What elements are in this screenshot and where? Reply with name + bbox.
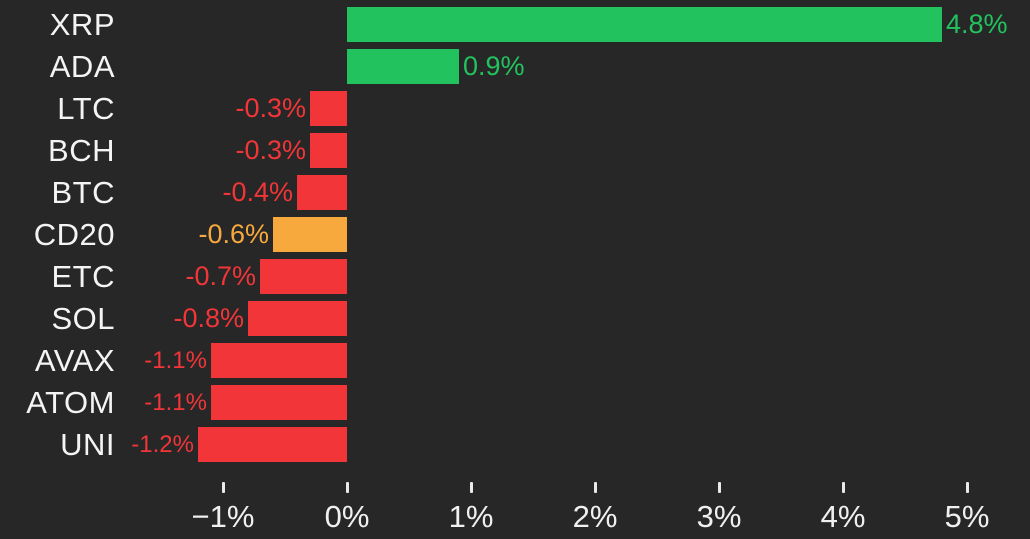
value-label: -0.3% [235, 135, 306, 165]
category-label: XRP [49, 7, 115, 42]
category-label: SOL [51, 301, 115, 336]
value-label: -0.8% [173, 303, 244, 333]
value-label: -0.6% [198, 219, 269, 249]
axis-tick-label: 2% [572, 499, 618, 534]
axis-tick-mark [718, 482, 721, 493]
axis-tick-mark [346, 482, 349, 493]
bar [347, 7, 942, 42]
axis-tick-label: 5% [944, 499, 990, 534]
axis-tick-mark [842, 482, 845, 493]
bar [198, 427, 347, 462]
axis-tick-label: 3% [696, 499, 742, 534]
category-label: UNI [60, 427, 115, 462]
axis-tick-mark [470, 482, 473, 493]
value-label: -1.2% [131, 431, 194, 458]
axis-tick-label: 4% [820, 499, 866, 534]
axis-tick-mark [594, 482, 597, 493]
category-label: ATOM [26, 385, 115, 420]
category-label: AVAX [34, 343, 115, 378]
bar [248, 301, 347, 336]
value-label: 4.8% [946, 9, 1008, 39]
bar [211, 385, 347, 420]
axis-tick-mark [966, 482, 969, 493]
axis-tick-label: 0% [324, 499, 370, 534]
bar [273, 217, 347, 252]
bar [310, 91, 347, 126]
category-label: LTC [57, 91, 115, 126]
category-label: ADA [49, 49, 115, 84]
value-label: 0.9% [463, 51, 525, 81]
axis-tick-mark [222, 482, 225, 493]
bar [310, 133, 347, 168]
bar [211, 343, 347, 378]
bar [347, 49, 459, 84]
value-label: -0.7% [185, 261, 256, 291]
axis-tick-label: 1% [448, 499, 494, 534]
value-label: -0.3% [235, 93, 306, 123]
category-label: CD20 [33, 217, 115, 252]
axis-tick-label: −1% [191, 499, 255, 534]
category-label: BTC [51, 175, 115, 210]
category-label: ETC [51, 259, 115, 294]
value-label: -1.1% [144, 389, 207, 416]
value-label: -1.1% [144, 347, 207, 374]
bar [297, 175, 347, 210]
value-label: -0.4% [222, 177, 293, 207]
bar [260, 259, 347, 294]
category-label: BCH [48, 133, 115, 168]
